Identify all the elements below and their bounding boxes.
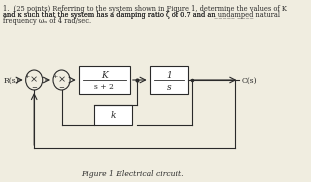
Text: +: + (25, 74, 30, 80)
Text: Figure 1 Electrical circuit.: Figure 1 Electrical circuit. (81, 170, 184, 178)
Text: 1.  (25 points) Referring to the system shown in Figure 1, determine the values : 1. (25 points) Referring to the system s… (2, 5, 286, 13)
FancyBboxPatch shape (150, 66, 188, 94)
Text: ×: × (58, 76, 66, 84)
Text: k: k (110, 110, 116, 120)
Text: and κ such that the system has a damping ratio ζ of 0.7 and an: and κ such that the system has a damping… (2, 11, 217, 19)
FancyBboxPatch shape (79, 66, 130, 94)
Text: +: + (52, 74, 57, 80)
Text: −: − (31, 85, 37, 91)
Text: s + 2: s + 2 (94, 83, 114, 91)
Text: C(s): C(s) (242, 77, 258, 85)
Text: and κ such that the system has a damping ratio ζ of 0.7 and an ̲u̲n̲d̲a̲m̲p̲e̲d̲: and κ such that the system has a damping… (2, 11, 280, 19)
Text: ×: × (30, 76, 38, 84)
Text: K: K (101, 70, 108, 80)
FancyBboxPatch shape (94, 105, 132, 125)
Text: frequency ωₙ of 4 rad/sec.: frequency ωₙ of 4 rad/sec. (2, 17, 91, 25)
Text: R(s): R(s) (3, 77, 19, 85)
Text: −: − (58, 85, 64, 91)
Text: 1: 1 (166, 70, 172, 80)
Text: s: s (166, 82, 171, 92)
